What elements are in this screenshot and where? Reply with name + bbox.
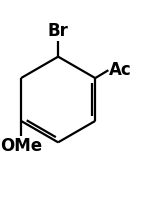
Text: OMe: OMe	[0, 138, 42, 155]
Text: Br: Br	[48, 22, 69, 40]
Text: Ac: Ac	[109, 60, 132, 79]
